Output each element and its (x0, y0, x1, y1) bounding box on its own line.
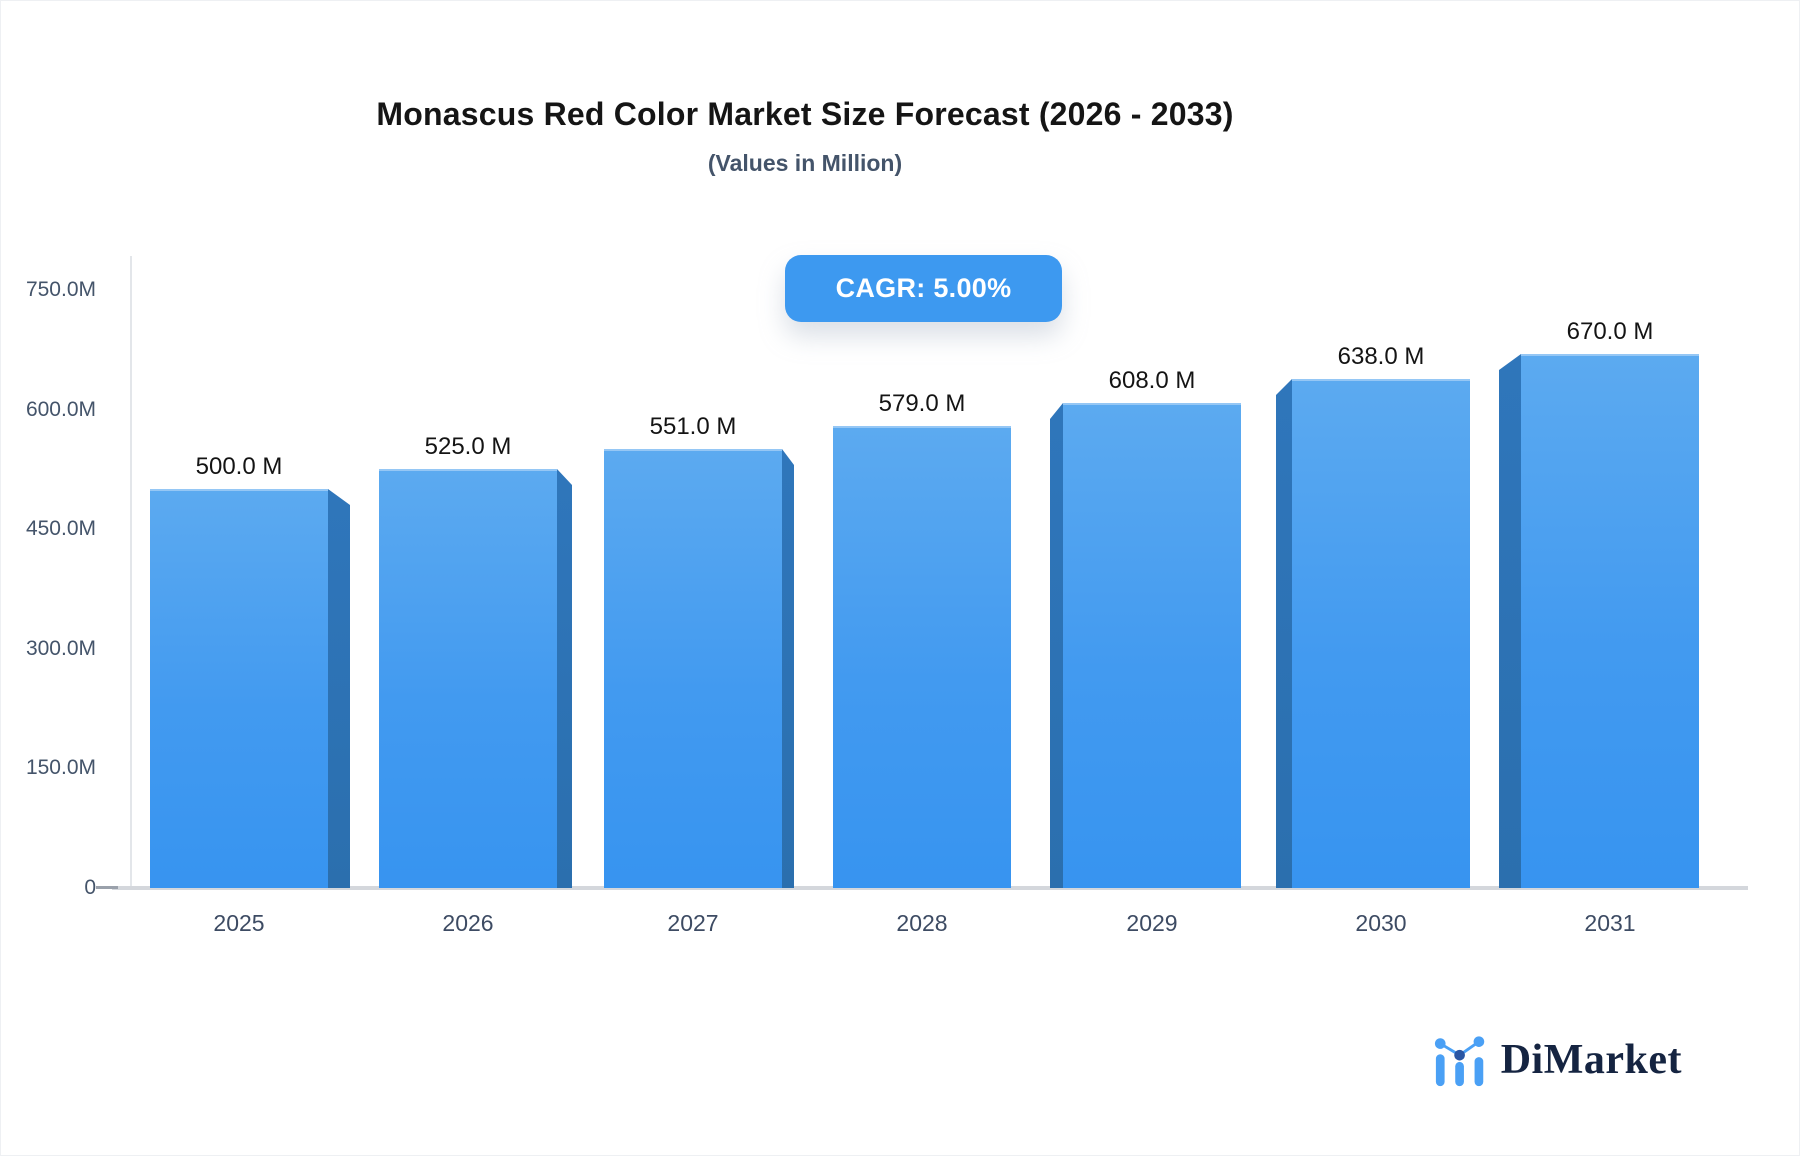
bar-3d-side-2029 (1050, 403, 1063, 888)
bar-group-2031: 670.0 M (1499, 256, 1740, 888)
bar-3d-side-2027 (782, 449, 794, 888)
x-axis-label-2028: 2028 (896, 910, 948, 936)
bar-group-2026: 525.0 M (360, 256, 590, 888)
x-axis-label-2031: 2031 (1584, 910, 1636, 936)
cagr-badge: CAGR: 5.00% (785, 255, 1062, 322)
x-axis-label-2026: 2026 (442, 910, 494, 936)
y-axis-tick-label: 450.0M (25, 517, 96, 541)
chart-title: Monascus Red Color Market Size Forecast … (376, 96, 1234, 132)
bar-3d-side-2025 (328, 489, 350, 888)
bar-group-2028: 579.0 M (820, 256, 1050, 888)
bar-group-2025: 500.0 M (130, 256, 360, 888)
bar-value-label: 579.0 M (878, 390, 966, 417)
x-axis-label-2030: 2030 (1355, 910, 1407, 936)
chart-subtitle: (Values in Million) (707, 150, 903, 176)
bar-line-chart-logo-icon (1434, 1036, 1484, 1087)
dimarket-logo: DiMarket (1433, 1028, 1682, 1092)
y-axis-tick-label: 0 (84, 876, 96, 899)
bar-group-2027: 551.0 M (590, 256, 820, 888)
y-axis-tick-label: 600.0M (25, 397, 96, 421)
y-axis-line (130, 256, 132, 888)
y-axis-tick-label: 750.0M (25, 278, 96, 301)
bar-group-2030: 638.0 M (1276, 256, 1510, 888)
bar-2027 (604, 449, 782, 888)
bar-2030 (1292, 379, 1470, 888)
x-axis-label-2029: 2029 (1126, 910, 1178, 936)
bar-2025 (150, 489, 328, 888)
bar-3d-side-2026 (557, 469, 572, 888)
bar-2028 (833, 426, 1011, 888)
x-axis-label-2025: 2025 (213, 910, 265, 936)
bar-value-label: 525.0 M (424, 433, 512, 460)
bar-value-label: 551.0 M (649, 413, 737, 440)
bar-value-label: 500.0 M (195, 453, 283, 480)
bar-2029 (1063, 403, 1241, 888)
bar-value-label: 608.0 M (1108, 367, 1196, 394)
bar-value-label: 670.0 M (1566, 318, 1654, 345)
bar-group-2029: 608.0 M (1050, 256, 1280, 888)
bar-2031 (1521, 354, 1699, 888)
y-axis-zero-tick (96, 886, 118, 889)
y-axis-tick-label: 150.0M (25, 756, 96, 780)
cagr-badge-label: CAGR: 5.00% (835, 273, 1012, 303)
x-axis-label-2027: 2027 (667, 910, 719, 936)
x-axis-baseline (112, 886, 1748, 890)
y-axis-tick-label: 300.0M (25, 636, 96, 660)
bar-2026 (379, 469, 557, 888)
bar-3d-side-2030 (1276, 379, 1292, 888)
dimarket-logo-text: DiMarket (1500, 1037, 1682, 1083)
bar-value-label: 638.0 M (1337, 343, 1425, 370)
bar-3d-side-2031 (1499, 354, 1521, 888)
